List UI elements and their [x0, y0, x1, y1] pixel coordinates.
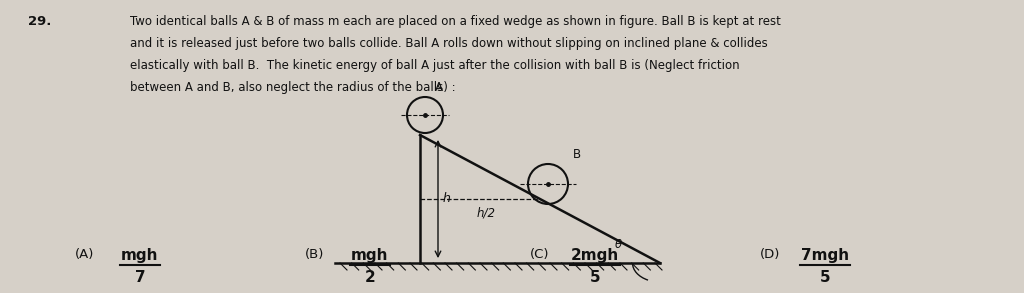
Text: (B): (B) — [305, 248, 325, 261]
Text: (C): (C) — [530, 248, 550, 261]
Text: and it is released just before two balls collide. Ball A rolls down without slip: and it is released just before two balls… — [130, 37, 768, 50]
Text: 29.: 29. — [28, 15, 51, 28]
Text: between A and B, also neglect the radius of the balls) :: between A and B, also neglect the radius… — [130, 81, 456, 94]
Text: 2: 2 — [365, 270, 376, 285]
Text: 5: 5 — [819, 270, 830, 285]
Text: B: B — [573, 148, 582, 161]
Text: elastically with ball B.  The kinetic energy of ball A just after the collision : elastically with ball B. The kinetic ene… — [130, 59, 739, 72]
Text: mgh: mgh — [351, 248, 389, 263]
Text: (A): (A) — [75, 248, 94, 261]
Text: 7mgh: 7mgh — [801, 248, 849, 263]
Text: 5: 5 — [590, 270, 600, 285]
Text: Two identical balls A & B of mass m each are placed on a fixed wedge as shown in: Two identical balls A & B of mass m each… — [130, 15, 781, 28]
Text: mgh: mgh — [121, 248, 159, 263]
Text: h/2: h/2 — [476, 207, 496, 220]
Text: θ: θ — [614, 238, 622, 251]
Text: A: A — [435, 81, 443, 94]
Text: h: h — [443, 193, 451, 205]
Text: 2mgh: 2mgh — [570, 248, 620, 263]
Text: 7: 7 — [135, 270, 145, 285]
Text: (D): (D) — [760, 248, 780, 261]
